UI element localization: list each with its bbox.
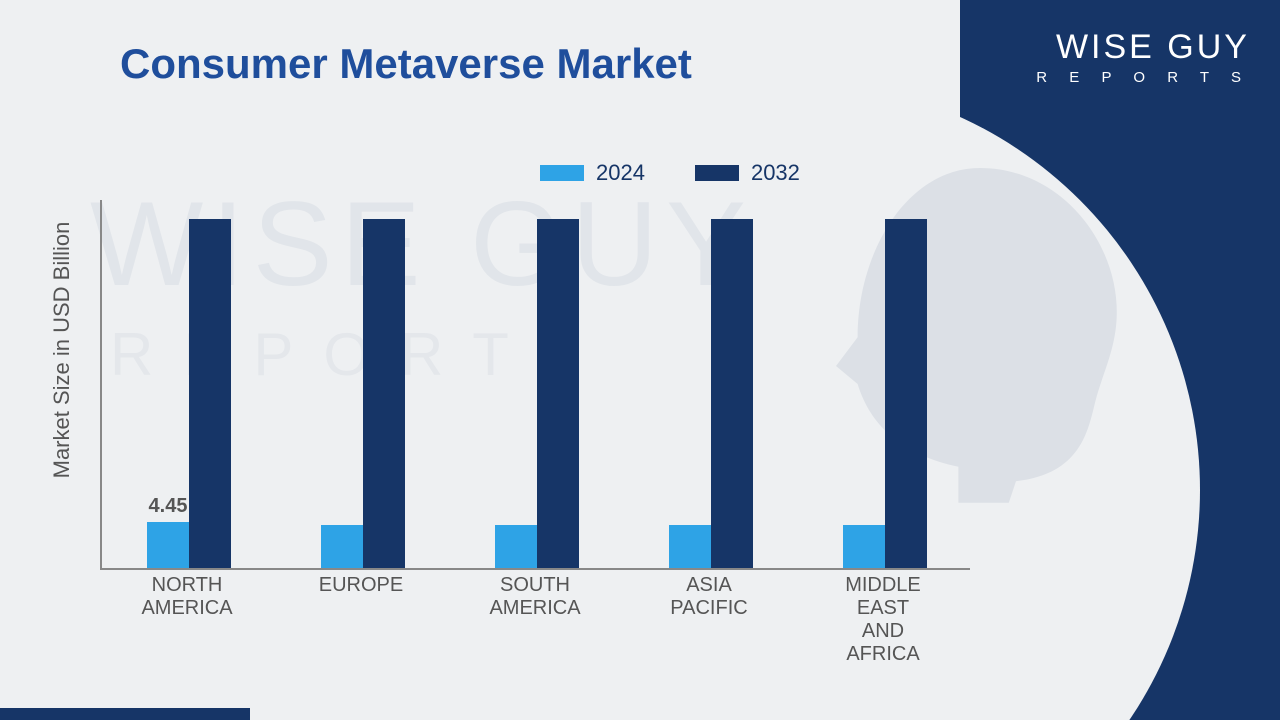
bottom-accent-strip <box>0 708 250 720</box>
brand-logo-main: WISE GUY <box>1036 28 1250 67</box>
bar <box>537 219 579 568</box>
bar <box>885 219 927 568</box>
bar <box>495 525 537 568</box>
bar-value-label: 4.45 <box>149 495 188 518</box>
x-tick-label: SOUTHAMERICA <box>448 574 622 620</box>
legend-swatch-2032 <box>695 165 739 181</box>
legend-swatch-2024 <box>540 165 584 181</box>
bar <box>147 522 189 568</box>
x-tick-label: EUROPE <box>274 574 448 597</box>
plot-area: 4.45 <box>100 200 970 570</box>
bar <box>843 525 885 568</box>
chart-stage: Consumer Metaverse Market WISE GUY R E P… <box>0 0 1280 720</box>
bar <box>669 525 711 568</box>
bar <box>363 219 405 568</box>
brand-logo-sub: R E P O R T S <box>1036 69 1250 86</box>
brand-logo: WISE GUY R E P O R T S <box>1036 28 1250 86</box>
legend-item-2024: 2024 <box>540 160 645 186</box>
x-tick-label: MIDDLEEASTANDAFRICA <box>796 574 970 666</box>
x-tick-label: ASIAPACIFIC <box>622 574 796 620</box>
legend-label-2032: 2032 <box>751 160 800 186</box>
bar <box>189 219 231 568</box>
legend: 2024 2032 <box>540 160 800 186</box>
bar <box>711 219 753 568</box>
bar <box>321 525 363 568</box>
chart-title: Consumer Metaverse Market <box>120 40 692 88</box>
x-tick-label: NORTHAMERICA <box>100 574 274 620</box>
legend-label-2024: 2024 <box>596 160 645 186</box>
legend-item-2032: 2032 <box>695 160 800 186</box>
y-axis-label: Market Size in USD Billion <box>49 222 75 479</box>
